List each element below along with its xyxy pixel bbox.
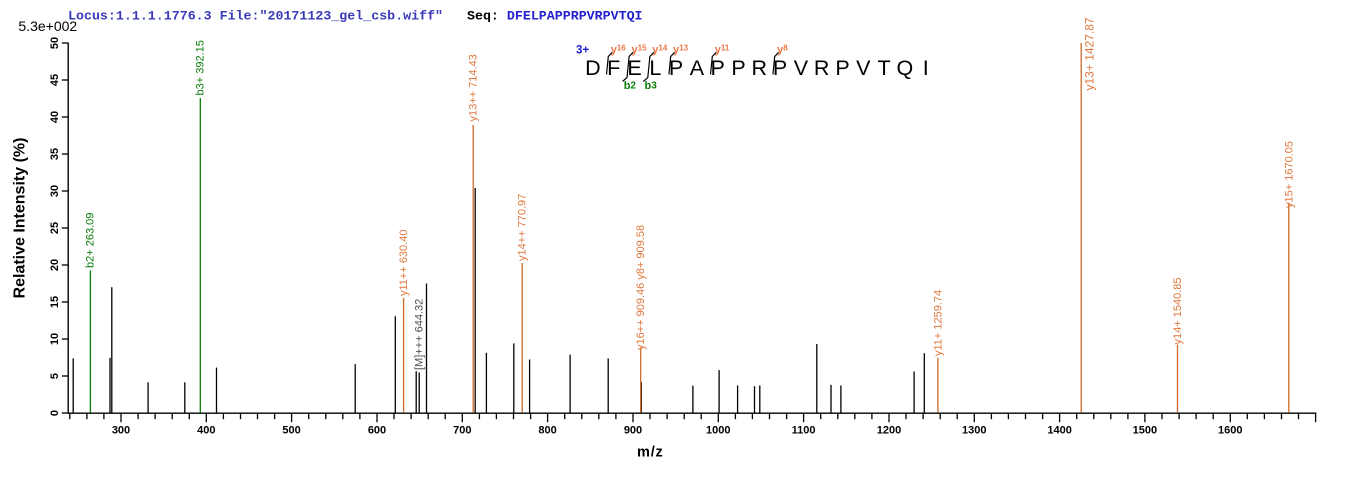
svg-text:b3: b3 [645, 80, 658, 92]
svg-text:P: P [669, 56, 683, 80]
svg-text:700: 700 [453, 425, 471, 437]
svg-text:y11++ 630.40: y11++ 630.40 [398, 230, 410, 296]
svg-text:5: 5 [49, 373, 61, 379]
svg-text:1100: 1100 [792, 425, 816, 437]
svg-text:T: T [878, 56, 891, 80]
svg-text:A: A [690, 56, 705, 80]
svg-text:y11+ 1259.74: y11+ 1259.74 [932, 290, 944, 356]
svg-text:P: P [731, 56, 745, 80]
svg-text:P: P [835, 56, 849, 80]
svg-text:E: E [627, 56, 641, 80]
svg-text:40: 40 [49, 111, 61, 123]
svg-text:1500: 1500 [1133, 425, 1157, 437]
svg-text:b3+ 392.15: b3+ 392.15 [194, 40, 206, 95]
svg-text:400: 400 [197, 425, 215, 437]
svg-text:35: 35 [49, 148, 61, 160]
svg-text:300: 300 [112, 425, 130, 437]
svg-text:F: F [607, 56, 620, 80]
svg-text:R: R [814, 56, 830, 80]
svg-text:5.3e+002: 5.3e+002 [18, 18, 77, 34]
svg-text:900: 900 [624, 425, 642, 437]
svg-text:30: 30 [49, 185, 61, 197]
svg-text:20: 20 [49, 259, 61, 271]
svg-text:y14++ 770.97: y14++ 770.97 [517, 194, 529, 261]
svg-text:D: D [585, 56, 601, 80]
svg-text:1200: 1200 [877, 425, 901, 437]
svg-text:P: P [711, 56, 725, 80]
svg-text:10: 10 [49, 333, 61, 345]
svg-text:50: 50 [49, 37, 61, 49]
svg-text:m/z: m/z [637, 445, 664, 461]
svg-text:b2: b2 [624, 80, 637, 92]
svg-text:1000: 1000 [706, 425, 730, 437]
svg-text:y16++ 909.46 y8+ 909.58: y16++ 909.46 y8+ 909.58 [635, 225, 647, 350]
svg-text:1300: 1300 [962, 425, 986, 437]
svg-text:3+: 3+ [576, 45, 589, 57]
svg-text:45: 45 [49, 74, 61, 86]
svg-text:Locus:1.1.1.1776.3 File:"20171: Locus:1.1.1.1776.3 File:"20171123_gel_cs… [68, 8, 643, 23]
svg-text:[M]+++ 644.32: [M]+++ 644.32 [414, 299, 426, 370]
svg-text:V: V [856, 56, 871, 80]
svg-text:15: 15 [49, 296, 61, 308]
svg-text:Q: Q [897, 56, 914, 80]
svg-text:P: P [773, 56, 787, 80]
svg-text:b2+ 263.09: b2+ 263.09 [84, 213, 96, 268]
svg-text:R: R [752, 56, 768, 80]
svg-text:y15+ 1670.05: y15+ 1670.05 [1283, 141, 1295, 208]
svg-text:600: 600 [368, 425, 386, 437]
svg-text:y13+ 1427.87: y13+ 1427.87 [1083, 17, 1097, 90]
svg-text:V: V [794, 56, 809, 80]
svg-text:1600: 1600 [1218, 425, 1242, 437]
svg-text:0: 0 [49, 410, 61, 416]
svg-text:L: L [649, 56, 661, 80]
svg-text:Relative Intensity (%): Relative Intensity (%) [12, 138, 29, 299]
svg-text:1400: 1400 [1047, 425, 1071, 437]
svg-text:y8: y8 [777, 44, 788, 57]
svg-text:I: I [923, 56, 929, 80]
svg-text:800: 800 [538, 425, 556, 437]
svg-text:500: 500 [282, 425, 300, 437]
svg-text:25: 25 [49, 222, 61, 234]
svg-text:y14+ 1540.85: y14+ 1540.85 [1172, 278, 1184, 345]
svg-text:y13++ 714.43: y13++ 714.43 [468, 54, 480, 121]
